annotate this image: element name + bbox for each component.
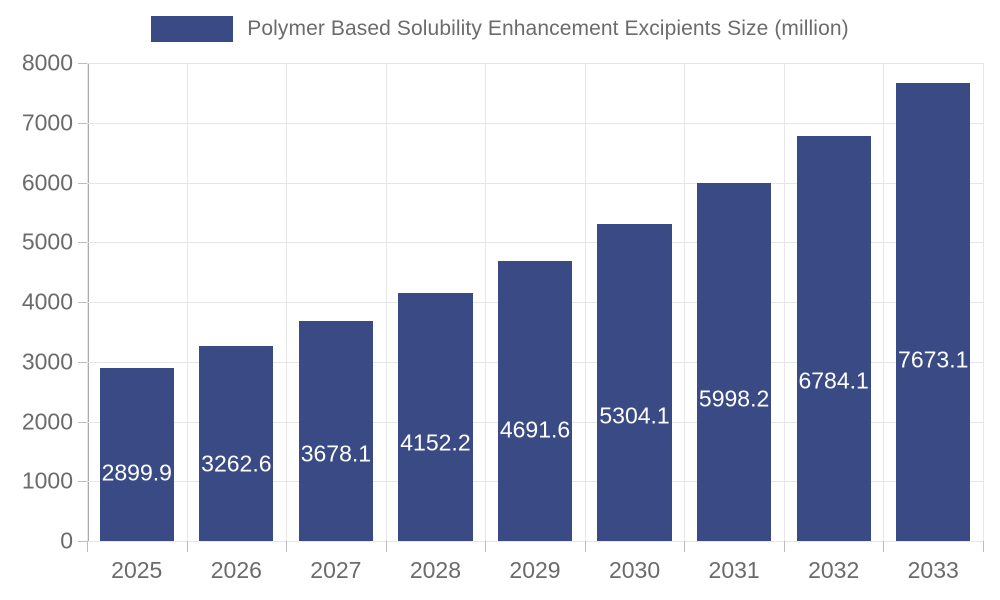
y-axis-tick-label: 5000 [21, 228, 73, 255]
x-axis-tick-mark [286, 541, 287, 552]
x-axis-tick-mark [983, 541, 984, 552]
y-axis-tick-mark [78, 63, 87, 64]
y-axis-tick-label: 4000 [21, 288, 73, 315]
x-axis-tick-label: 2030 [608, 557, 661, 583]
y-axis-tick-label: 0 [60, 527, 73, 554]
gridline-horizontal [87, 541, 983, 542]
y-axis-tick-labels: 0 1000 2000 3000 4000 5000 6000 7000 8000 [0, 0, 73, 600]
gridline-vertical [286, 63, 287, 541]
y-axis-tick-mark [78, 421, 87, 423]
x-axis-tick-mark [485, 541, 486, 552]
x-axis-tick-label: 2028 [409, 557, 462, 583]
gridline-vertical [585, 63, 586, 541]
y-axis-tick-label: 6000 [21, 169, 73, 195]
y-axis-tick-mark [78, 242, 87, 244]
x-axis-tick-label: 2025 [111, 557, 163, 583]
x-axis-tick-label: 2031 [708, 557, 760, 583]
bar[interactable] [896, 82, 971, 541]
gridline-vertical [485, 63, 486, 541]
y-axis-tick-mark [78, 361, 87, 363]
chart-legend: Polymer Based Solubility Enhancement Exc… [0, 0, 1000, 58]
gridline-horizontal [87, 182, 983, 184]
x-axis-tick-mark [684, 541, 685, 552]
gridline-horizontal [87, 63, 983, 64]
gridline-vertical [87, 63, 88, 541]
gridline-vertical [784, 63, 785, 541]
y-axis-tick-label: 1000 [21, 467, 73, 494]
x-axis-tick-mark [784, 541, 785, 552]
x-axis-tick-label: 2029 [509, 557, 561, 583]
y-axis-tick-label: 2000 [21, 408, 73, 434]
x-axis-tick-label: 2026 [210, 557, 262, 583]
y-axis-tick-label: 7000 [21, 109, 73, 136]
bar[interactable] [298, 321, 373, 541]
bar[interactable] [697, 182, 772, 541]
x-axis-tick-label: 2032 [808, 557, 860, 583]
y-axis-tick-label: 8000 [21, 49, 73, 76]
x-axis-tick-mark [87, 541, 88, 552]
y-axis-tick-mark [78, 302, 87, 303]
x-axis-tick-label: 2027 [310, 557, 362, 583]
gridline-vertical [883, 63, 884, 541]
legend-color-swatch [151, 16, 234, 42]
y-axis-tick-mark [78, 182, 87, 184]
gridline-vertical [684, 63, 685, 541]
gridline-horizontal [87, 122, 983, 124]
x-axis-tick-mark [585, 541, 586, 552]
legend-series-label: Polymer Based Solubility Enhancement Exc… [247, 17, 849, 40]
x-axis-tick-label: 2033 [907, 557, 959, 583]
x-axis-tick-mark [883, 541, 884, 552]
y-axis-tick-mark [78, 122, 87, 124]
x-axis-tick-mark [187, 541, 188, 552]
x-axis-tick-mark [386, 541, 387, 552]
bar[interactable] [497, 260, 573, 541]
y-axis-tick-label: 3000 [21, 348, 73, 375]
plot-area: 2899.9 3262.6 3678.1 4152.2 4691.6 5304.1 5998… [87, 63, 984, 542]
bar[interactable] [796, 135, 871, 541]
bar[interactable] [597, 224, 672, 541]
gridline-horizontal [87, 242, 983, 244]
y-axis-tick-mark [78, 541, 87, 542]
y-axis-tick-mark [78, 481, 87, 483]
bar[interactable] [199, 346, 274, 541]
gridline-vertical [983, 63, 984, 541]
bar[interactable] [99, 367, 174, 541]
gridline-vertical [187, 63, 188, 541]
bar[interactable] [398, 292, 473, 541]
gridline-vertical [386, 63, 387, 541]
